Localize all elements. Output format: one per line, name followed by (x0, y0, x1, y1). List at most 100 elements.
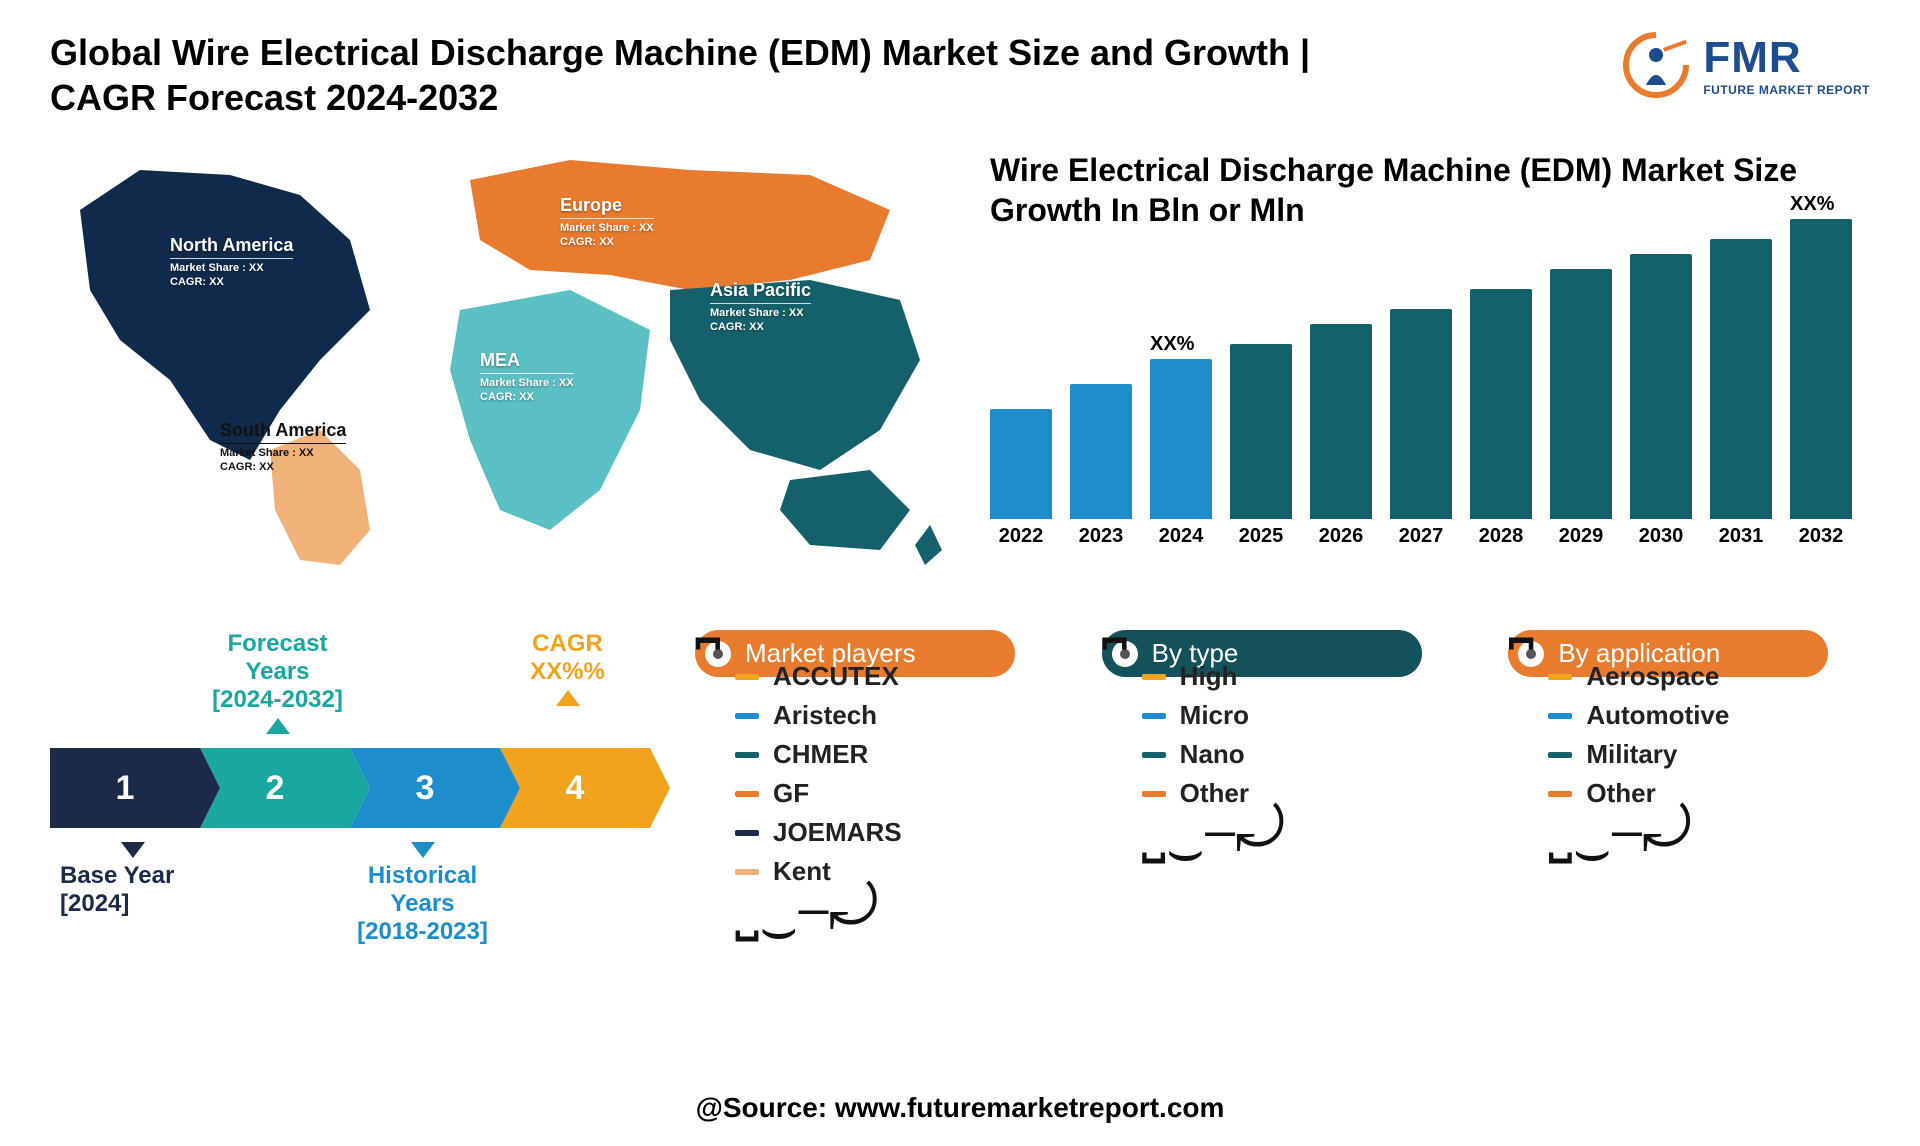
list-item-label: Aristech (773, 700, 877, 731)
list-item: Nano (1142, 739, 1464, 770)
bar-col: 2023 (1070, 384, 1132, 548)
list-item-label: JOEMARS (773, 817, 902, 848)
list-item-label: GF (773, 778, 809, 809)
hist-arrow-icon (411, 842, 435, 858)
region-mea-shape (450, 290, 650, 530)
bracket-bottom-icon: ⎵‿⎯⤾ (1548, 817, 1870, 841)
historical-range: [2018-2023] (350, 918, 495, 946)
dash-icon (1548, 752, 1572, 758)
bar (1630, 254, 1692, 519)
bar-col: 2026 (1310, 324, 1372, 548)
base-year-label: Base Year (60, 862, 205, 890)
bar-col: 2027 (1390, 309, 1452, 548)
bar-col: 2025 (1230, 344, 1292, 548)
cagr-value: XX%% (495, 658, 640, 686)
bar (1070, 384, 1132, 519)
timeline-step: 4 (500, 748, 650, 828)
bar-col: 2031 (1710, 239, 1772, 548)
bar-col: 2030 (1630, 254, 1692, 548)
region-ap-label: Asia Pacific Market Share : XX CAGR: XX (710, 280, 811, 335)
dash-icon (1548, 713, 1572, 719)
dash-icon (1142, 713, 1166, 719)
bar-year-label: 2028 (1479, 525, 1524, 548)
region-eu-shape (470, 160, 890, 290)
brand-logo: FMR FUTURE MARKET REPORT (1621, 30, 1870, 100)
list-item-label: Military (1586, 739, 1677, 770)
forecast-label: Forecast Years (205, 630, 350, 686)
by-type-pill: By type (1102, 630, 1422, 677)
timeline-step: 2 (200, 748, 350, 828)
bar-year-label: 2025 (1239, 525, 1284, 548)
forecast-range: [2024-2032] (205, 686, 350, 714)
bar (990, 409, 1052, 519)
bar (1390, 309, 1452, 519)
dash-icon (735, 752, 759, 758)
bar (1470, 289, 1532, 519)
bar-year-label: 2029 (1559, 525, 1604, 548)
logo-person-icon (1621, 30, 1691, 100)
bar-year-label: 2027 (1399, 525, 1444, 548)
bar-year-label: 2022 (999, 525, 1044, 548)
list-item-label: ACCUTEX (773, 661, 899, 692)
region-eu-label: Europe Market Share : XX CAGR: XX (560, 195, 654, 250)
dash-icon (735, 674, 759, 680)
bar-year-label: 2026 (1319, 525, 1364, 548)
list-item: Automotive (1548, 700, 1870, 731)
list-item-label: Aerospace (1586, 661, 1719, 692)
bracket-bottom-icon: ⎵‿⎯⤾ (1142, 817, 1464, 841)
bar (1550, 269, 1612, 519)
bar-col: 2028 (1470, 289, 1532, 548)
bar-year-label: 2023 (1079, 525, 1124, 548)
timeline: Forecast Years [2024-2032] CAGR XX%% 123… (50, 630, 650, 946)
chart-title: Wire Electrical Discharge Machine (EDM) … (990, 150, 1870, 230)
dash-icon (1142, 752, 1166, 758)
market-players-column: Market players ⎴ ACCUTEXAristechCHMERGFJ… (695, 630, 1057, 919)
bar (1310, 324, 1372, 519)
list-item-label: High (1180, 661, 1238, 692)
dash-icon (735, 830, 759, 836)
bar-year-label: 2031 (1719, 525, 1764, 548)
cagr-arrow-icon (556, 690, 580, 706)
list-item: Micro (1142, 700, 1464, 731)
list-item-label: Automotive (1586, 700, 1729, 731)
bar-year-label: 2032 (1799, 525, 1844, 548)
bar-tag: XX% (1150, 333, 1194, 356)
list-item-label: CHMER (773, 739, 868, 770)
logo-subtext: FUTURE MARKET REPORT (1703, 83, 1870, 97)
bar (1710, 239, 1772, 519)
bar-col: XX%2024 (1150, 359, 1212, 548)
list-item: JOEMARS (735, 817, 1057, 848)
bar-chart: Wire Electrical Discharge Machine (EDM) … (990, 150, 1870, 570)
region-na-shape (80, 170, 370, 460)
page-title: Global Wire Electrical Discharge Machine… (50, 30, 1350, 120)
bar-col: 2029 (1550, 269, 1612, 548)
list-item: Military (1548, 739, 1870, 770)
by-application-column: By application ⎴ AerospaceAutomotiveMili… (1508, 630, 1870, 841)
logo-text: FMR (1703, 33, 1870, 83)
bar-year-label: 2030 (1639, 525, 1684, 548)
world-map: North America Market Share : XX CAGR: XX… (50, 150, 950, 570)
region-sa-label: South America Market Share : XX CAGR: XX (220, 420, 346, 475)
dash-icon (735, 791, 759, 797)
list-item: Aristech (735, 700, 1057, 731)
source-attribution: @Source: www.futuremarketreport.com (0, 1092, 1920, 1124)
base-year-range: [2024] (60, 890, 205, 918)
bar-tag: XX% (1790, 193, 1834, 216)
bar-col: XX% 2032 (1790, 219, 1852, 548)
bar: XX% (1150, 359, 1212, 519)
list-item: GF (735, 778, 1057, 809)
bar: XX% (1790, 219, 1852, 519)
dash-icon (1548, 674, 1572, 680)
region-ap-aus (780, 470, 910, 550)
region-mea-label: MEA Market Share : XX CAGR: XX (480, 350, 574, 405)
list-item-label: Micro (1180, 700, 1249, 731)
forecast-arrow-icon (266, 718, 290, 734)
bar-col: 2022 (990, 409, 1052, 548)
dash-icon (1142, 674, 1166, 680)
cagr-label: CAGR (495, 630, 640, 658)
timeline-step: 3 (350, 748, 500, 828)
list-item: CHMER (735, 739, 1057, 770)
region-na-label: North America Market Share : XX CAGR: XX (170, 235, 293, 290)
base-arrow-icon (121, 842, 145, 858)
timeline-step: 1 (50, 748, 200, 828)
